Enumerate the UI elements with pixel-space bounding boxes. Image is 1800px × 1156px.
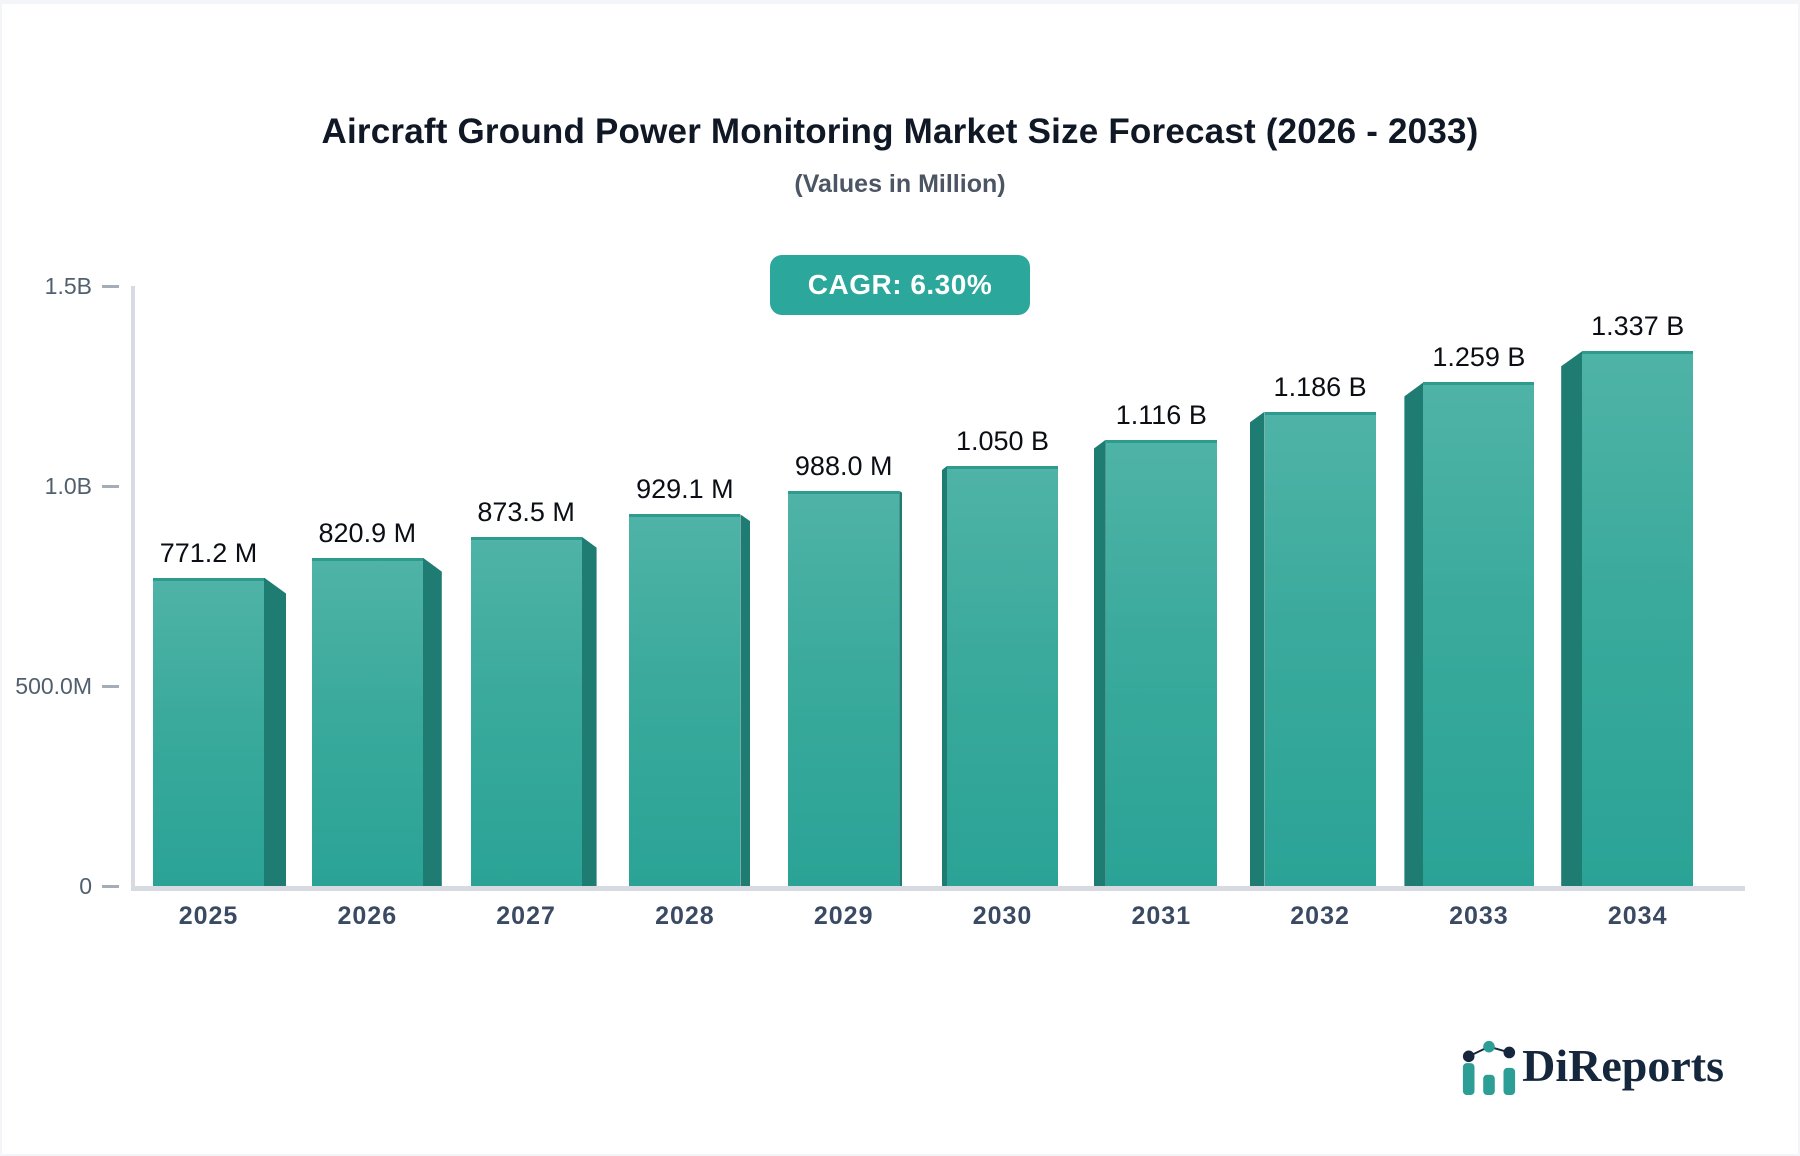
cagr-badge: CAGR: 6.30% <box>769 255 1031 315</box>
bar-value-label: 820.9 M <box>318 517 417 548</box>
y-tick-dash <box>102 485 119 488</box>
x-axis-label: 2033 <box>1449 902 1509 930</box>
bar-2034 <box>1582 351 1694 886</box>
x-axis-label: 2032 <box>1290 902 1350 930</box>
bar-2032 <box>1264 411 1376 886</box>
y-tick-dash <box>102 885 119 888</box>
bar-value-label: 988.0 M <box>794 450 893 481</box>
bar-side-face <box>942 466 947 886</box>
bar-side-face <box>422 557 442 886</box>
bar-2033 <box>1423 382 1535 886</box>
x-axis-label: 2031 <box>1131 902 1192 930</box>
direports-logo: DiReports <box>1460 1036 1724 1096</box>
bar-side-face <box>740 514 751 886</box>
bar-side-face <box>1249 411 1265 886</box>
bar-value-label: 1.337 B <box>1591 311 1685 342</box>
bar-value-label: 873.5 M <box>477 496 575 527</box>
cagr-badge-row: CAGR: 6.30% <box>0 255 1800 315</box>
y-tick-label: 1.0B <box>44 473 92 499</box>
chart-title: Aircraft Ground Power Monitoring Market … <box>321 112 1479 151</box>
bar-value-label: 1.186 B <box>1273 371 1367 402</box>
bar-2026 <box>311 557 423 886</box>
x-axis-label: 2030 <box>972 902 1033 930</box>
y-axis-line <box>131 286 135 890</box>
bar-value-label: 1.259 B <box>1432 342 1526 373</box>
bar-2027 <box>470 536 582 886</box>
x-axis-label: 2026 <box>337 902 398 930</box>
bar-2025 <box>153 577 264 886</box>
x-axis-label: 2027 <box>496 902 556 930</box>
chart-subtitle: (Values in Million) <box>794 170 1006 198</box>
x-axis-label: 2025 <box>178 902 239 930</box>
bar-side-face <box>581 536 597 886</box>
y-tick-dash <box>102 685 119 688</box>
bar-side-face <box>1093 439 1106 886</box>
bar-2028 <box>629 514 741 886</box>
bar-line-chart-icon <box>1460 1036 1518 1096</box>
bar-2030 <box>947 466 1058 886</box>
bar-side-face <box>264 577 286 886</box>
logo-text: DiReports <box>1522 1040 1724 1091</box>
bar-2029 <box>788 490 900 886</box>
x-axis-label: 2028 <box>655 902 715 930</box>
x-axis-line <box>131 886 1745 891</box>
x-axis-label: 2029 <box>813 902 874 930</box>
bar-value-label: 929.1 M <box>636 474 734 505</box>
bar-value-label: 1.050 B <box>955 426 1050 456</box>
bar-side-face <box>899 490 903 886</box>
bar-value-label: 1.116 B <box>1115 399 1207 430</box>
y-tick-dash <box>102 285 119 288</box>
y-tick-label: 500.0M <box>15 673 92 699</box>
y-tick-label: 0 <box>79 873 92 899</box>
y-tick-label: 1.5B <box>44 273 92 299</box>
bar-value-label: 771.2 M <box>159 537 258 568</box>
bar-side-face <box>1561 351 1583 886</box>
bar-side-face <box>1404 382 1424 886</box>
x-axis-label: 2034 <box>1607 902 1668 930</box>
bar-2031 <box>1105 439 1217 886</box>
